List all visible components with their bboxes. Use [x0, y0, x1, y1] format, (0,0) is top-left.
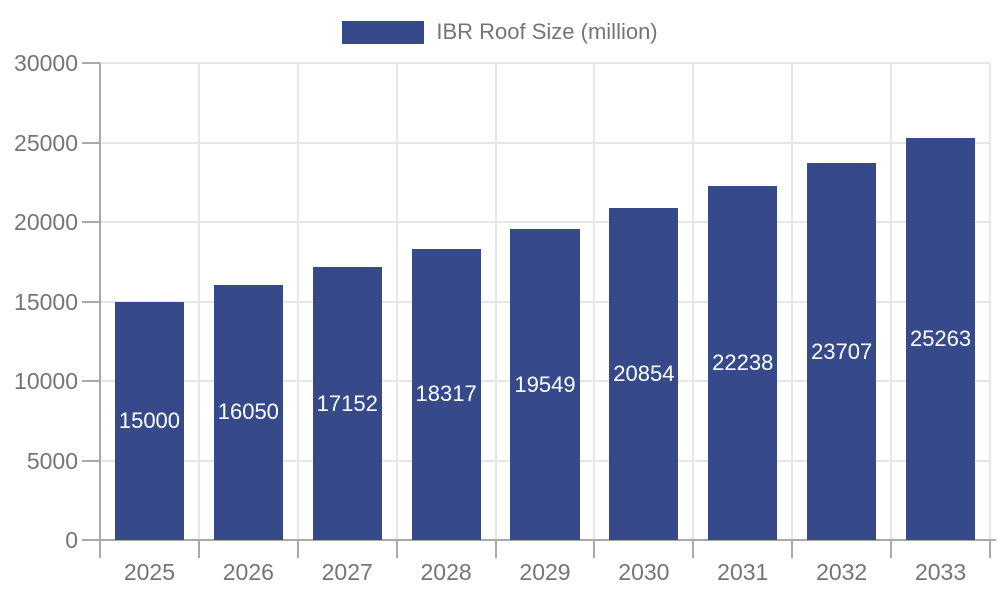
gridline-x	[692, 63, 695, 540]
legend: IBR Roof Size (million)	[0, 18, 1000, 46]
gridline-x	[296, 63, 299, 540]
x-tick-label: 2031	[717, 559, 769, 585]
x-tick-mark	[692, 540, 695, 558]
gridline-y	[100, 141, 990, 144]
y-tick-label: 5000	[26, 447, 78, 474]
bar-2031	[708, 186, 778, 540]
bar-value-label: 15000	[118, 407, 181, 433]
legend-swatch	[342, 20, 425, 44]
gridline-x	[593, 63, 596, 540]
gridline-x	[197, 63, 200, 540]
bar-value-label: 16050	[217, 399, 279, 425]
y-tick-mark	[82, 380, 100, 382]
x-tick-mark	[989, 540, 991, 558]
gridline-x	[395, 63, 398, 540]
bar-2025	[114, 301, 185, 540]
bar-value-label: 23707	[811, 338, 873, 364]
bar-value-label: 17152	[316, 390, 378, 416]
x-axis-line	[82, 539, 996, 541]
y-tick-label: 30000	[14, 50, 78, 76]
gridline-y	[100, 221, 990, 223]
gridline-x	[494, 63, 497, 540]
x-tick-mark	[296, 540, 299, 558]
x-tick-mark	[494, 540, 497, 558]
y-tick-label: 15000	[14, 288, 78, 315]
bar-value-label: 25263	[909, 326, 972, 352]
bar-2030	[609, 208, 679, 540]
bar-value-label: 18317	[415, 381, 477, 407]
x-tick-mark	[791, 540, 794, 558]
x-tick-mark	[890, 540, 893, 558]
bar-2027	[312, 267, 382, 540]
x-tick-label: 2028	[420, 559, 472, 585]
y-tick-mark	[82, 141, 100, 144]
y-tick-label: 25000	[14, 129, 78, 156]
x-tick-label: 2033	[914, 559, 967, 585]
bar-2032	[807, 163, 877, 540]
y-tick-label: 10000	[14, 368, 78, 394]
x-tick-label: 2030	[618, 559, 670, 585]
bar-2033	[905, 138, 976, 540]
bar-value-label: 19549	[514, 371, 576, 397]
gridline-x	[890, 63, 893, 540]
gridline-x	[989, 63, 991, 540]
bar-value-label: 22238	[712, 350, 774, 376]
y-tick-mark	[82, 221, 100, 223]
y-tick-mark	[82, 62, 100, 64]
x-tick-label: 2029	[519, 559, 571, 585]
bar-2026	[213, 284, 283, 540]
x-tick-label: 2025	[123, 559, 176, 585]
bar-2028	[411, 248, 481, 540]
y-tick-mark	[82, 459, 100, 462]
x-tick-mark	[197, 540, 200, 558]
x-tick-label: 2026	[222, 559, 274, 585]
x-tick-mark	[395, 540, 398, 558]
legend-label: IBR Roof Size (million)	[436, 19, 658, 44]
bar-2029	[510, 229, 580, 540]
y-tick-mark	[82, 300, 100, 303]
x-tick-mark	[593, 540, 596, 558]
x-tick-label: 2027	[321, 559, 373, 585]
gridline-x	[791, 63, 794, 540]
y-tick-label: 0	[65, 527, 78, 553]
y-axis-line	[99, 63, 101, 558]
y-tick-label: 20000	[14, 209, 78, 235]
x-tick-label: 2032	[816, 559, 868, 585]
gridline-y	[100, 62, 990, 64]
bar-value-label: 20854	[613, 361, 675, 387]
